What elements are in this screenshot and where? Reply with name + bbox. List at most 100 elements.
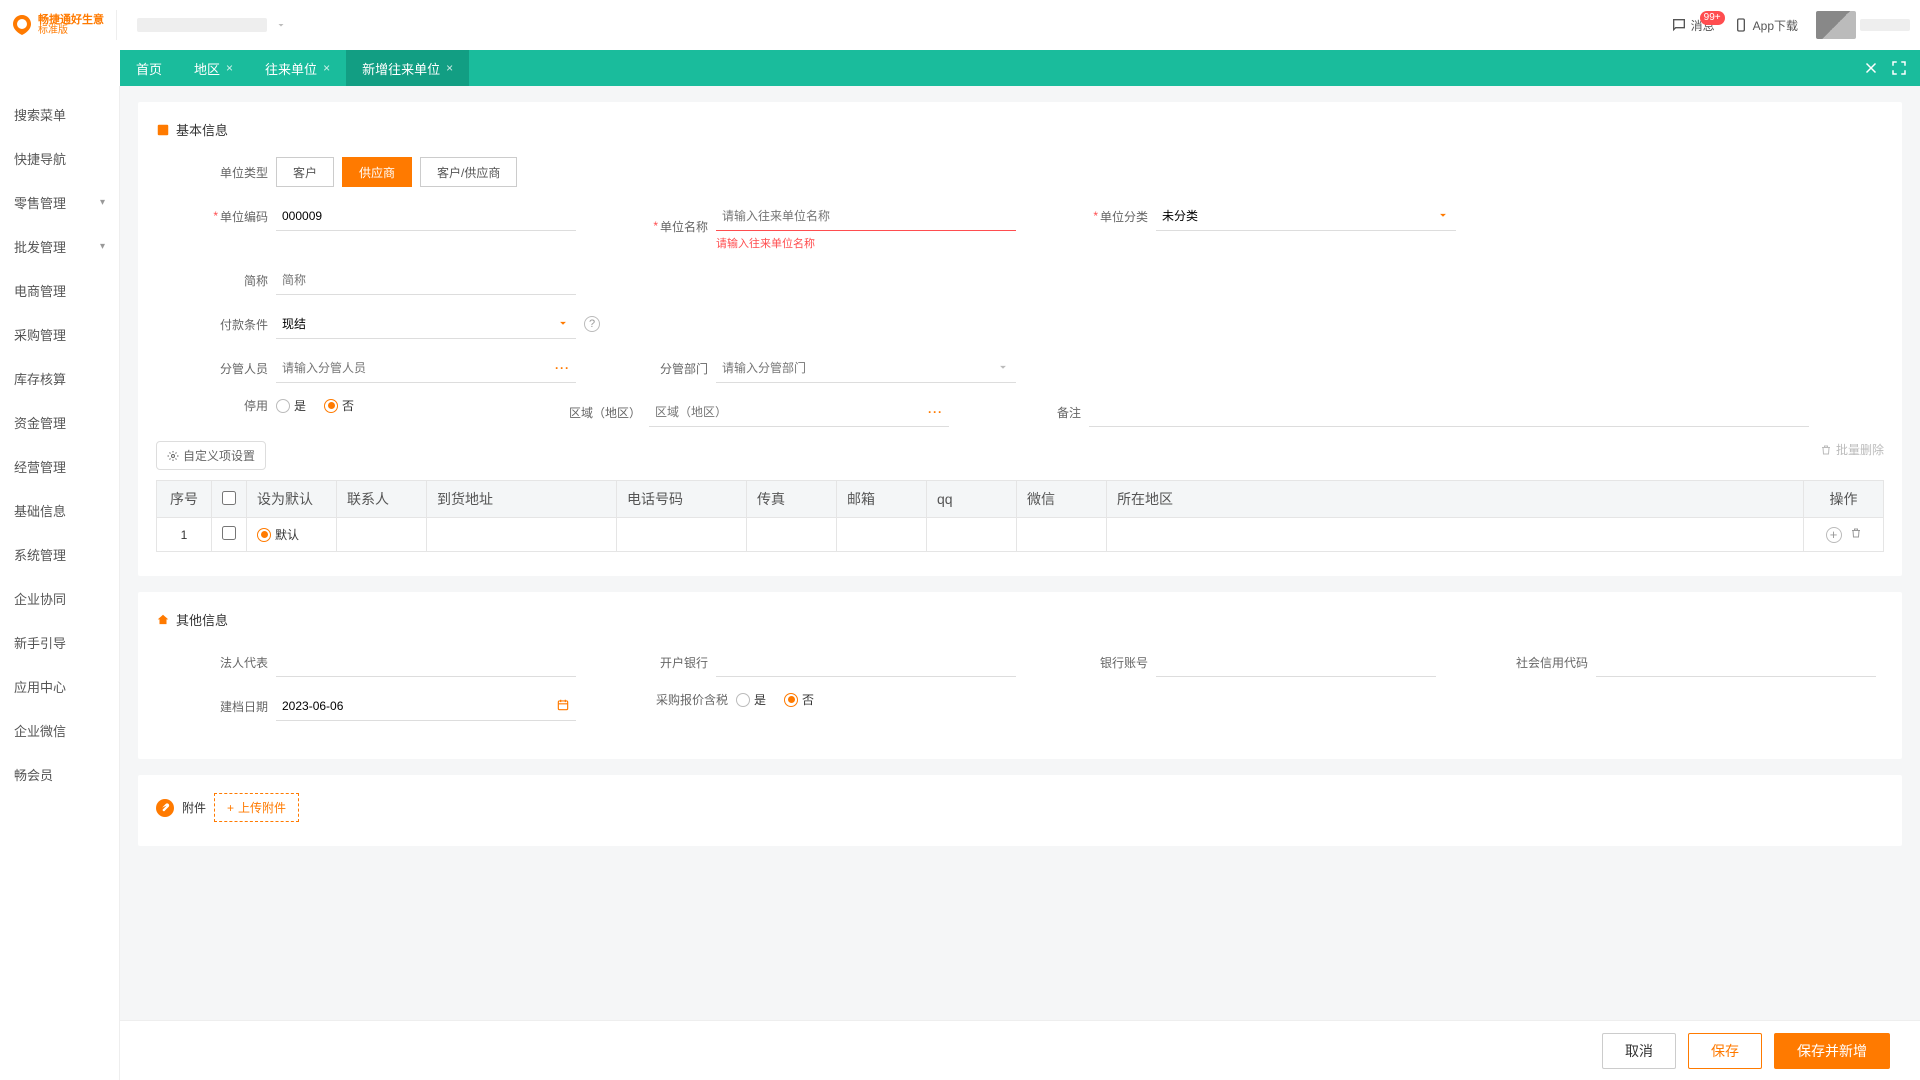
- th-wechat: 微信: [1017, 481, 1107, 518]
- sidebar-item-6[interactable]: 库存核算: [0, 356, 119, 400]
- attachment-label: 附件: [182, 799, 206, 816]
- region-input[interactable]: [649, 397, 949, 427]
- disabled-yes-radio[interactable]: 是: [276, 397, 306, 414]
- pay-terms-label: 付款条件: [220, 316, 268, 333]
- bank-input[interactable]: [716, 647, 1016, 677]
- unit-category-select[interactable]: [1156, 201, 1456, 231]
- th-contact: 联系人: [337, 481, 427, 518]
- sidebar-item-14[interactable]: 企业微信: [0, 708, 119, 752]
- person-picker-icon[interactable]: ···: [555, 361, 570, 375]
- responsible-dept-input[interactable]: [716, 353, 1016, 383]
- company-select[interactable]: [129, 9, 329, 41]
- footer-actions: 取消 保存 保存并新增: [120, 1020, 1920, 1080]
- bank-account-input[interactable]: [1156, 647, 1436, 677]
- credit-code-label: 社会信用代码: [1516, 654, 1588, 671]
- tab-0[interactable]: 首页: [120, 50, 178, 86]
- th-idx: 序号: [157, 481, 212, 518]
- unit-code-input[interactable]: [276, 201, 576, 231]
- save-and-new-button[interactable]: 保存并新增: [1774, 1033, 1890, 1069]
- tab-2[interactable]: 往来单位×: [249, 50, 346, 86]
- tab-close-icon[interactable]: ×: [226, 61, 233, 75]
- other-info-card: 其他信息 法人代表 开户银行: [138, 592, 1902, 759]
- unit-type-customer[interactable]: 客户: [276, 157, 334, 187]
- short-name-label: 简称: [244, 272, 268, 289]
- sidebar-item-4[interactable]: 电商管理: [0, 268, 119, 312]
- purchase-tax-no-radio[interactable]: 否: [784, 691, 814, 708]
- row-checkbox[interactable]: [222, 526, 236, 540]
- app-download-label: App下载: [1753, 17, 1798, 34]
- responsible-person-input[interactable]: [276, 353, 576, 383]
- sidebar-item-9[interactable]: 基础信息: [0, 488, 119, 532]
- sidebar-item-10[interactable]: 系统管理: [0, 532, 119, 576]
- sidebar-item-5[interactable]: 采购管理: [0, 312, 119, 356]
- sidebar-item-8[interactable]: 经营管理: [0, 444, 119, 488]
- chevron-down-icon[interactable]: [996, 360, 1010, 374]
- chevron-down-icon[interactable]: [556, 316, 570, 330]
- pay-terms-select[interactable]: [276, 309, 576, 339]
- disabled-no-radio[interactable]: 否: [324, 397, 354, 414]
- unit-name-error: 请输入往来单位名称: [716, 235, 1016, 251]
- logo-text-2: 标准版: [38, 26, 104, 36]
- sidebar-item-3[interactable]: 批发管理▾: [0, 224, 119, 268]
- tab-1[interactable]: 地区×: [178, 50, 249, 86]
- custom-fields-button[interactable]: 自定义项设置: [156, 441, 266, 470]
- sidebar-item-1[interactable]: 快捷导航: [0, 136, 119, 180]
- trash-icon: [1820, 444, 1832, 456]
- user-menu[interactable]: [1816, 11, 1910, 39]
- messages-button[interactable]: 消息 99+: [1671, 17, 1715, 34]
- tab-close-icon[interactable]: ×: [323, 61, 330, 75]
- message-icon: [1671, 17, 1687, 33]
- bulk-delete-button[interactable]: 批量删除: [1820, 441, 1884, 458]
- region-picker-icon[interactable]: ···: [928, 405, 943, 419]
- sidebar-item-13[interactable]: 应用中心: [0, 664, 119, 708]
- save-button[interactable]: 保存: [1688, 1033, 1762, 1069]
- sidebar-item-15[interactable]: 畅会员: [0, 752, 119, 796]
- attachment-icon: [156, 799, 174, 817]
- tabsbar: 首页地区×往来单位×新增往来单位×: [0, 50, 1920, 86]
- archive-date-input[interactable]: [276, 691, 576, 721]
- section-icon: [156, 123, 170, 137]
- unit-type-both[interactable]: 客户/供应商: [420, 157, 517, 187]
- unit-type-supplier[interactable]: 供应商: [342, 157, 412, 187]
- sidebar-item-2[interactable]: 零售管理▾: [0, 180, 119, 224]
- chevron-down-icon[interactable]: [1436, 208, 1450, 222]
- tab-close-icon[interactable]: ×: [446, 61, 453, 75]
- short-name-input[interactable]: [276, 265, 576, 295]
- sidebar-item-11[interactable]: 企业协同: [0, 576, 119, 620]
- unit-code-label: 单位编码: [220, 208, 268, 225]
- chevron-down-icon: [275, 19, 287, 31]
- tab-3[interactable]: 新增往来单位×: [346, 50, 469, 86]
- close-all-tabs-icon[interactable]: [1862, 59, 1880, 77]
- region-label: 区域（地区）: [569, 404, 641, 421]
- logo-text-1: 畅捷通好生意: [38, 15, 104, 26]
- th-phone: 电话号码: [617, 481, 747, 518]
- th-qq: qq: [927, 481, 1017, 518]
- row-add-icon[interactable]: +: [1826, 527, 1842, 543]
- responsible-person-label: 分管人员: [220, 360, 268, 377]
- sidebar-item-7[interactable]: 资金管理: [0, 400, 119, 444]
- pay-terms-help-icon[interactable]: ?: [584, 316, 600, 332]
- unit-type-label: 单位类型: [220, 164, 268, 181]
- th-region: 所在地区: [1107, 481, 1804, 518]
- row-delete-icon[interactable]: [1850, 527, 1862, 539]
- upload-attachment-button[interactable]: +上传附件: [214, 793, 299, 822]
- fullscreen-icon[interactable]: [1890, 59, 1908, 77]
- app-download-button[interactable]: App下载: [1733, 17, 1798, 34]
- archive-date-label: 建档日期: [220, 698, 268, 715]
- row-default-radio[interactable]: 默认: [257, 526, 326, 543]
- basic-info-title: 基本信息: [176, 120, 228, 139]
- remark-input[interactable]: [1089, 397, 1809, 427]
- calendar-icon[interactable]: [556, 698, 570, 712]
- unit-name-input[interactable]: [716, 201, 1016, 231]
- purchase-tax-yes-radio[interactable]: 是: [736, 691, 766, 708]
- select-all-checkbox[interactable]: [222, 491, 236, 505]
- other-info-title: 其他信息: [176, 610, 228, 629]
- sidebar-item-12[interactable]: 新手引导: [0, 620, 119, 664]
- disabled-label: 停用: [244, 397, 268, 414]
- legal-rep-input[interactable]: [276, 647, 576, 677]
- sidebar-item-0[interactable]: 搜索菜单: [0, 92, 119, 136]
- cancel-button[interactable]: 取消: [1602, 1033, 1676, 1069]
- chevron-down-icon: ▾: [100, 241, 105, 252]
- attachment-card: 附件 +上传附件: [138, 775, 1902, 846]
- credit-code-input[interactable]: [1596, 647, 1876, 677]
